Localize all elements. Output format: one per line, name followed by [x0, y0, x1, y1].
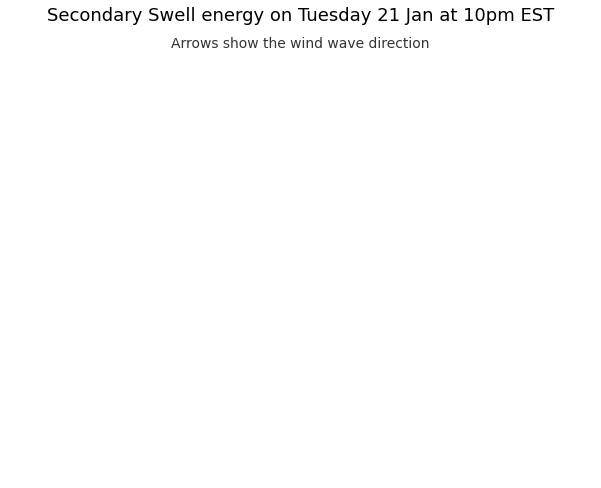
Text: Secondary Swell energy on Tuesday 21 Jan at 10pm EST: Secondary Swell energy on Tuesday 21 Jan… — [47, 7, 554, 25]
Text: Map data requires cartopy: Map data requires cartopy — [191, 264, 410, 282]
Text: Arrows show the wind wave direction: Arrows show the wind wave direction — [171, 37, 430, 51]
